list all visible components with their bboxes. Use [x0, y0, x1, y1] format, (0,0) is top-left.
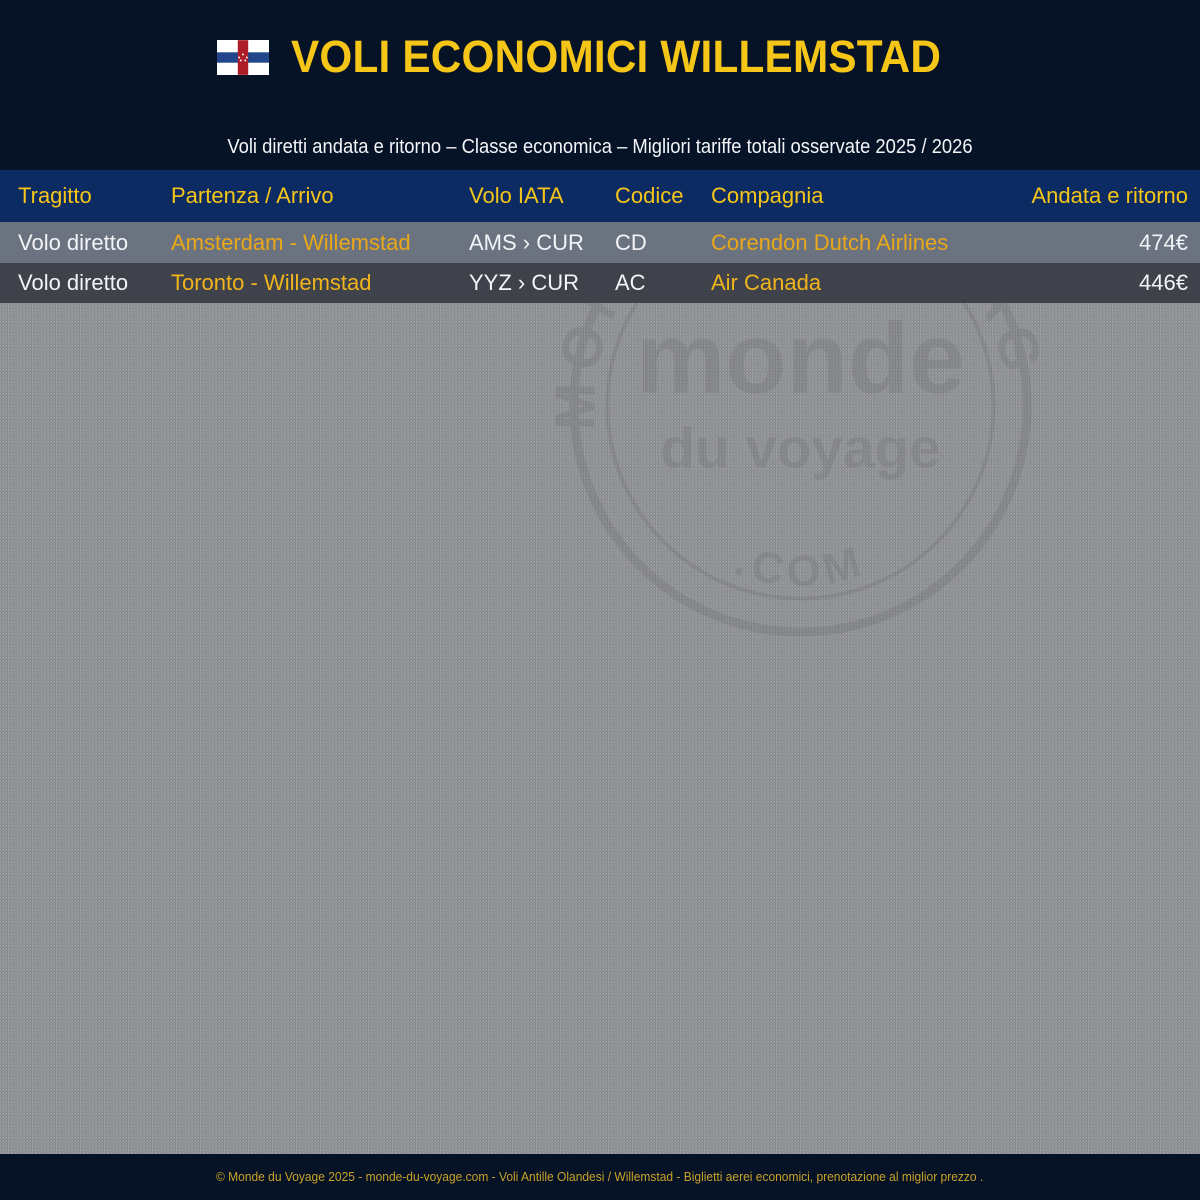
cell-airline: Air Canada [711, 270, 822, 295]
col-header-volo-iata: Volo IATA [469, 183, 564, 208]
cell-price: 474€ [1139, 229, 1188, 255]
flights-table: Tragitto Partenza / Arrivo Volo IATA Cod… [0, 170, 1200, 303]
cell-iata: YYZ › CUR [469, 270, 579, 295]
page-footer: © Monde du Voyage 2025 - monde-du-voyage… [0, 1154, 1200, 1200]
noise-texture [0, 303, 1200, 1154]
cell-route: Amsterdam - Willemstad [171, 229, 411, 255]
col-header-partenza-arrivo: Partenza / Arrivo [171, 183, 334, 208]
cell-iata: AMS › CUR [469, 229, 584, 255]
cell-price: 446€ [1139, 270, 1188, 295]
col-header-andata-e-ritorno: Andata e ritorno [1031, 183, 1188, 208]
col-header-tragitto: Tragitto [18, 183, 92, 208]
page-banner: VOLI ECONOMICI WILLEMSTAD Voli diretti a… [0, 0, 1200, 170]
netherlands-antilles-flag-icon [217, 39, 270, 75]
title-row: VOLI ECONOMICI WILLEMSTAD [0, 31, 1200, 83]
cell-code: CD [615, 229, 647, 255]
table-row[interactable]: Volo diretto Toronto - Willemstad YYZ › … [0, 263, 1200, 303]
col-header-compagnia: Compagnia [711, 183, 824, 208]
cell-code: AC [615, 270, 646, 295]
content-background: MONDE DU VOYAGE .COM monde du voyage [0, 303, 1200, 1154]
cell-tragitto: Volo diretto [18, 270, 129, 295]
page-title: VOLI ECONOMICI WILLEMSTAD [291, 31, 942, 82]
table-header-row: Tragitto Partenza / Arrivo Volo IATA Cod… [0, 170, 1200, 222]
page-subtitle: Voli diretti andata e ritorno – Classe e… [227, 136, 973, 158]
footer-copyright: © Monde du Voyage 2025 - monde-du-voyage… [216, 1170, 984, 1184]
col-header-codice: Codice [615, 183, 684, 208]
cell-tragitto: Volo diretto [18, 229, 129, 255]
table-row[interactable]: Volo diretto Amsterdam - Willemstad AMS … [0, 222, 1200, 263]
cell-airline: Corendon Dutch Airlines [711, 229, 949, 255]
cell-route: Toronto - Willemstad [171, 270, 372, 295]
